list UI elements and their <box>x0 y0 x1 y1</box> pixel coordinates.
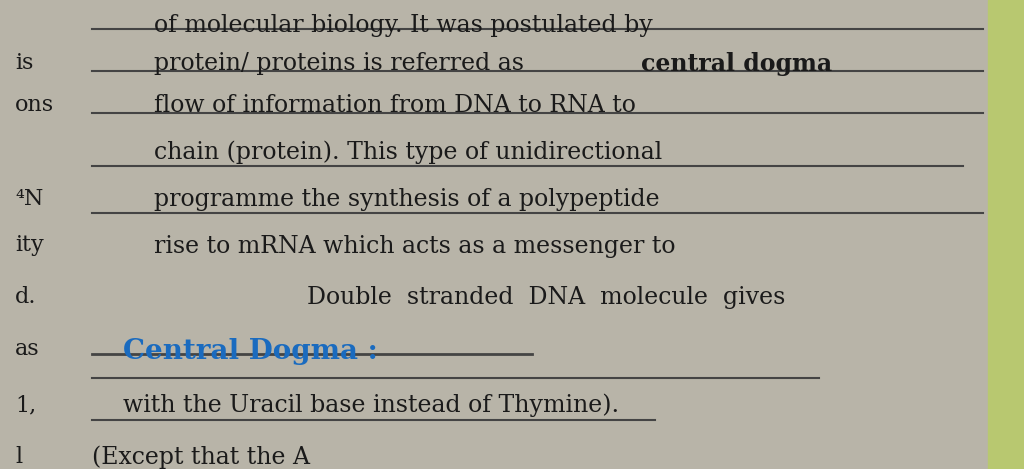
Text: rise to mRNA which acts as a messenger to: rise to mRNA which acts as a messenger t… <box>154 234 675 257</box>
Text: with the Uracil base instead of Thymine).: with the Uracil base instead of Thymine)… <box>123 394 618 417</box>
Text: is: is <box>15 52 34 74</box>
Text: as: as <box>15 338 40 360</box>
Text: Double  stranded  DNA  molecule  gives: Double stranded DNA molecule gives <box>307 286 785 309</box>
Text: protein/ proteins is referred as: protein/ proteins is referred as <box>154 52 531 75</box>
Text: chain (protein). This type of unidirectional: chain (protein). This type of unidirecti… <box>154 141 662 164</box>
Text: ons: ons <box>15 94 54 116</box>
Text: flow of information from DNA to RNA to: flow of information from DNA to RNA to <box>154 94 636 117</box>
Text: ity: ity <box>15 234 44 257</box>
Text: ⁴N: ⁴N <box>15 188 44 210</box>
Text: of molecular biology. It was postulated by: of molecular biology. It was postulated … <box>154 14 652 37</box>
Text: l: l <box>15 446 23 468</box>
Bar <box>988 0 1024 469</box>
Text: programme the synthesis of a polypeptide: programme the synthesis of a polypeptide <box>154 188 659 211</box>
Text: Central Dogma :: Central Dogma : <box>123 338 378 365</box>
Text: central dogma: central dogma <box>641 52 831 76</box>
Text: 1,: 1, <box>15 394 37 416</box>
Text: d.: d. <box>15 286 37 308</box>
Text: (Except that the A: (Except that the A <box>92 446 310 469</box>
